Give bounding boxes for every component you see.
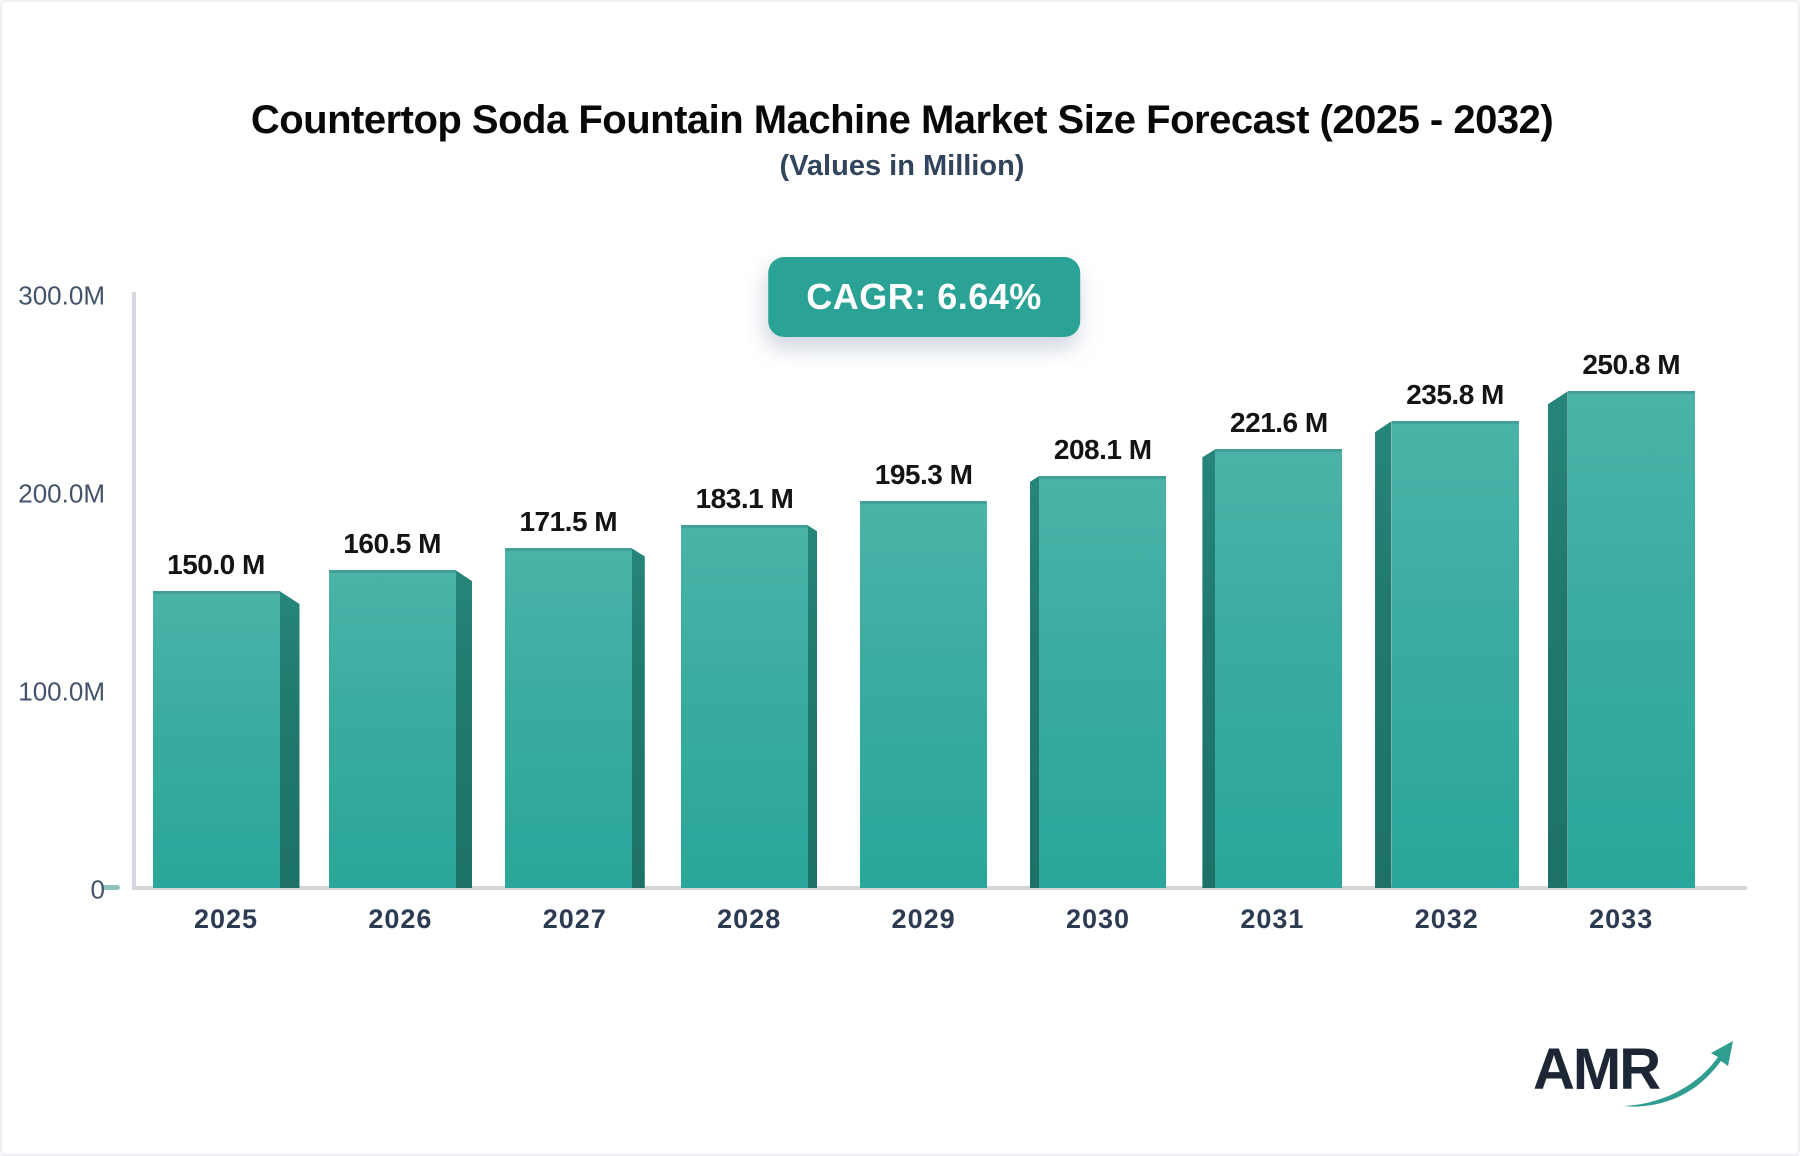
x-axis-line <box>132 886 1747 890</box>
bar-front <box>860 501 988 888</box>
bar-front <box>152 591 280 888</box>
amr-logo-text: AMR <box>1533 1037 1661 1102</box>
x-tick-label: 2025 <box>193 904 259 934</box>
x-tick-label: 2027 <box>542 904 607 934</box>
bar-value-label: 221.6 M <box>1230 407 1328 439</box>
x-tick-label: 2029 <box>891 904 956 934</box>
growth-arrow-icon <box>1623 1041 1733 1107</box>
y-tick-label: 200.0M <box>18 478 105 509</box>
bar-front <box>680 525 808 888</box>
bar-value-label: 208.1 M <box>1053 433 1152 465</box>
bar-side <box>1029 475 1040 888</box>
bar-value-label: 250.8 M <box>1582 349 1681 381</box>
y-tick-label: 300.0M <box>18 280 105 311</box>
bar-front <box>1567 391 1695 888</box>
y-axis-line <box>132 292 136 890</box>
x-tick-label: 2032 <box>1414 904 1479 934</box>
y-tick-label: 100.0M <box>18 676 105 707</box>
bar-side <box>455 570 473 888</box>
bar-front <box>1215 449 1343 888</box>
bar-side <box>1375 421 1392 888</box>
bar-value-label: 183.1 M <box>695 483 794 515</box>
bar-side <box>807 525 818 888</box>
bar-side <box>631 548 645 888</box>
y-tick-label: 0 <box>90 874 105 905</box>
bar-side <box>279 591 300 888</box>
cagr-badge: CAGR: 6.64% <box>768 257 1080 337</box>
bar-front <box>1391 421 1519 888</box>
x-tick-label: 2030 <box>1065 904 1131 934</box>
bar-side <box>1547 391 1568 888</box>
bar-front <box>328 570 456 888</box>
bar-front <box>504 548 632 888</box>
amr-logo: AMR <box>1533 1036 1733 1116</box>
chart-title: Countertop Soda Fountain Machine Market … <box>250 98 1554 142</box>
x-tick-label: 2033 <box>1589 904 1654 934</box>
bar-value-label: 160.5 M <box>343 528 441 560</box>
bar-value-label: 171.5 M <box>519 506 618 538</box>
bar-side <box>1202 449 1216 888</box>
bar-value-label: 235.8 M <box>1406 379 1504 411</box>
chart-subtitle: (Values in Million) <box>779 150 1025 182</box>
x-tick-label: 2026 <box>368 904 433 934</box>
bar-value-label: 150.0 M <box>167 549 265 580</box>
bar-value-label: 195.3 M <box>874 459 973 491</box>
zero-tick-dash <box>102 885 120 890</box>
bar-front <box>1039 475 1167 888</box>
x-tick-label: 2031 <box>1240 904 1305 934</box>
x-tick-label: 2028 <box>717 904 782 934</box>
